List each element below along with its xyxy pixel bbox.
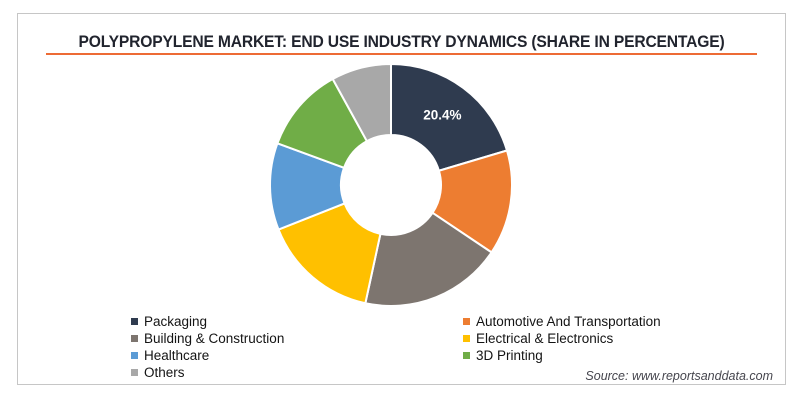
legend-label: Electrical & Electronics: [476, 331, 614, 346]
legend-label: Building & Construction: [144, 331, 285, 346]
chart-title: POLYPROPYLENE MARKET: END USE INDUSTRY D…: [78, 32, 725, 51]
data-label: 20.4%: [423, 108, 461, 123]
legend-label: 3D Printing: [476, 348, 543, 363]
legend-column-left: Packaging Building & Construction Healthca…: [131, 313, 284, 381]
legend-item: Electrical & Electronics: [463, 330, 661, 347]
donut-slice-packaging: [390, 63, 508, 172]
legend-column-right: Automotive And Transportation Electrical …: [463, 313, 661, 364]
legend-marker-icon: [131, 318, 138, 325]
donut-slice-building-construction: [364, 211, 493, 307]
legend-label: Packaging: [144, 314, 208, 329]
legend-marker-icon: [131, 352, 138, 359]
donut-slice-others: [331, 63, 392, 143]
chart-card: POLYPROPYLENE MARKET: END USE INDUSTRY D…: [17, 13, 786, 385]
legend-item: Building & Construction: [131, 330, 284, 347]
legend-item: 3D Printing: [463, 347, 661, 364]
legend-label: Others: [144, 365, 185, 380]
legend-label: Healthcare: [144, 348, 210, 363]
legend-item: Healthcare: [131, 347, 284, 364]
legend-marker-icon: [131, 335, 138, 342]
title-divider: [46, 53, 757, 55]
donut-svg: 20.4%: [269, 63, 513, 307]
legend-marker-icon: [463, 335, 470, 342]
legend-marker-icon: [463, 318, 470, 325]
legend-label: Automotive And Transportation: [476, 314, 661, 329]
source-attribution: Source: www.reportsanddata.com: [585, 369, 773, 383]
legend-marker-icon: [131, 369, 138, 376]
legend-marker-icon: [463, 352, 470, 359]
legend-item: Automotive And Transportation: [463, 313, 661, 330]
legend-item: Others: [131, 364, 284, 381]
donut-chart: 20.4%: [268, 62, 514, 308]
legend-item: Packaging: [131, 313, 284, 330]
